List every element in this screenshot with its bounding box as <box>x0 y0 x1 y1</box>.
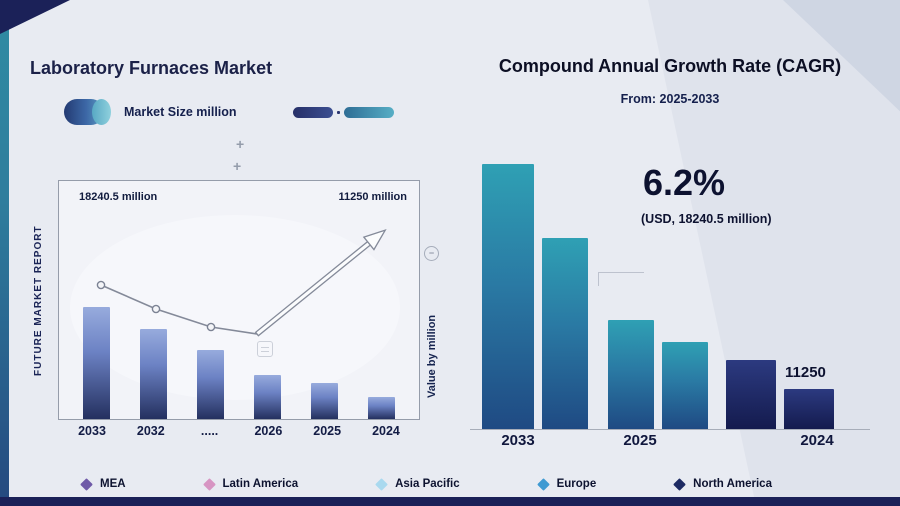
document-icon <box>257 341 273 357</box>
value-axis-label: Value by million <box>426 314 438 398</box>
chart-value-label-right: 11250 million <box>338 191 407 203</box>
legend-label: Latin America <box>222 478 299 490</box>
cagr-bar-2024-primary <box>726 360 776 429</box>
diamond-icon <box>375 477 388 491</box>
legend-item-north-america: North America <box>673 477 772 491</box>
diamond-icon <box>80 477 93 491</box>
value-callout: 11250 <box>785 364 826 381</box>
decorative-pill-teal <box>343 106 394 118</box>
region-legend: MEA Latin America Asia Pacific Europe North … <box>80 477 772 491</box>
market-size-chart: 18240.5 million 11250 million <box>58 180 420 420</box>
page-title: Laboratory Furnaces Market <box>30 58 273 78</box>
diamond-icon <box>202 477 216 491</box>
x-label-.....: ..... <box>200 424 219 438</box>
corner-triangle <box>0 0 70 34</box>
cylinder-icon <box>64 98 112 126</box>
x-label-2025: 2025 <box>623 432 657 449</box>
cagr-value: 6.2% <box>643 162 726 203</box>
plus-icon: + <box>236 136 245 152</box>
legend-item-latin-america: Latin America <box>202 477 299 491</box>
chart-value-label-left: 18240.5 million <box>79 191 158 203</box>
legend-label: Europe <box>556 478 597 490</box>
cagr-bar-2033-secondary <box>542 238 588 429</box>
cagr-bar-2024-secondary <box>784 389 834 429</box>
diamond-icon <box>536 477 550 491</box>
cagr-basis: (USD, 18240.5 million) <box>641 212 772 226</box>
market-size-bars <box>59 307 419 419</box>
market-size-x-axis: 2033 2032..... 2026 2025 2024 <box>58 424 420 438</box>
bar-group-2024 <box>726 360 834 429</box>
diamond-icon <box>673 477 687 491</box>
bar-group-2033 <box>482 164 588 429</box>
legend-label: North America <box>693 478 772 490</box>
market-bar-2032 <box>140 329 167 419</box>
cagr-bar-2025-primary <box>608 320 654 429</box>
x-label-2026: 2026 <box>254 424 283 438</box>
market-bar-2033 <box>83 307 110 419</box>
legend-label: Market Size million <box>124 105 237 119</box>
x-label-2033: 2033 <box>78 424 106 438</box>
market-bar-..... <box>197 350 224 419</box>
market-size-legend: Market Size million <box>64 96 394 128</box>
legend-item-europe: Europe <box>536 477 597 491</box>
vertical-report-label: FUTURE MARKET REPORT <box>33 225 44 377</box>
x-label-2032: 2032 <box>136 424 165 438</box>
bottom-accent-bar <box>0 497 900 506</box>
market-bar-2024 <box>368 397 395 419</box>
minus-circle-icon: − <box>424 246 439 261</box>
decorative-dot <box>336 110 340 114</box>
cagr-chart: 11250 2033 2025 2024 <box>470 150 870 449</box>
decorative-pill-dark <box>292 106 333 118</box>
cagr-title: Compound Annual Growth Rate (CAGR) <box>498 56 842 76</box>
legend-label: Asia Pacific <box>395 478 460 490</box>
x-label-2033: 2033 <box>501 432 535 449</box>
x-axis-line <box>470 429 870 430</box>
market-bar-2026 <box>254 375 281 419</box>
legend-item-mea: MEA <box>80 477 126 491</box>
market-bar-2025 <box>311 383 338 419</box>
cagr-bar-2025-secondary <box>662 342 708 429</box>
left-accent-bar <box>0 0 9 506</box>
cagr-subtitle: From: 2025-2033 <box>620 92 720 106</box>
legend-label: MEA <box>100 478 126 490</box>
legend-item-asia-pacific: Asia Pacific <box>375 477 460 491</box>
plus-icon: + <box>233 158 242 174</box>
bar-group-2025 <box>608 320 708 429</box>
x-label-2025: 2025 <box>313 424 342 438</box>
x-label-2024: 2024 <box>800 432 834 449</box>
step-decoration <box>598 272 644 286</box>
cagr-bar-2033-primary <box>482 164 534 429</box>
x-label-2024: 2024 <box>372 424 400 438</box>
